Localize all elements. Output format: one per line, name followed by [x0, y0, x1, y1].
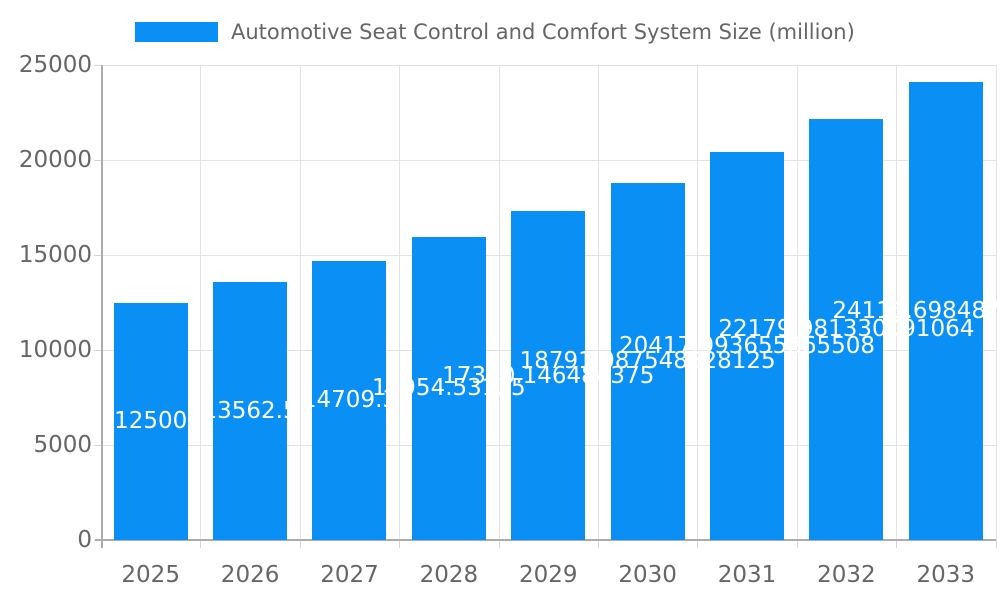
- x-tick-mark: [697, 540, 699, 548]
- x-tick-mark: [597, 540, 599, 548]
- gridline-vertical: [498, 65, 500, 540]
- x-axis-line: [95, 539, 996, 541]
- y-tick-label-20000: 20000: [18, 147, 92, 173]
- gridline-vertical: [299, 65, 301, 540]
- x-tick-mark: [796, 540, 798, 548]
- gridline-vertical: [995, 65, 997, 540]
- bar-value-label-2031: 20417.993655865508: [618, 333, 876, 360]
- legend-swatch-icon: [135, 22, 218, 42]
- gridline-vertical: [200, 65, 202, 540]
- y-tick-label-15000: 15000: [18, 242, 92, 268]
- x-tick-label-2032: 2032: [817, 562, 876, 588]
- bar-2032[interactable]: [809, 118, 884, 540]
- bar-2030[interactable]: [610, 182, 685, 540]
- gridline-vertical: [597, 65, 599, 540]
- y-tick-mark: [94, 350, 101, 351]
- bar-value-label-2026: 13562.5: [202, 398, 298, 425]
- legend-label: Automotive Seat Control and Comfort Syst…: [231, 20, 855, 44]
- y-tick-mark: [94, 65, 101, 66]
- bar-2025[interactable]: [113, 302, 188, 540]
- gridline-vertical: [697, 65, 699, 540]
- x-tick-label-2027: 2027: [320, 562, 379, 588]
- x-tick-mark: [299, 540, 301, 548]
- x-tick-label-2026: 2026: [220, 562, 280, 588]
- x-tick-label-2028: 2028: [419, 562, 479, 588]
- bar-2031[interactable]: [710, 152, 785, 540]
- bar-2027[interactable]: [312, 260, 387, 540]
- x-tick-label-2030: 2030: [618, 562, 677, 588]
- x-tick-label-2029: 2029: [518, 562, 578, 588]
- x-tick-mark: [399, 540, 401, 548]
- gridline-vertical: [399, 65, 401, 540]
- y-tick-label-10000: 10000: [18, 337, 92, 363]
- bar-value-label-2025: 12500: [114, 408, 188, 435]
- y-tick-label-5000: 5000: [33, 432, 92, 458]
- bar-value-label-2027: 14709.3: [301, 387, 398, 414]
- gridline-vertical: [896, 65, 898, 540]
- x-tick-label-2025: 2025: [121, 562, 180, 588]
- y-axis-line: [101, 65, 103, 548]
- gridline-vertical: [796, 65, 798, 540]
- bar-value-label-2033: 24116.6984875908: [832, 297, 1000, 324]
- bar-value-label-2032: 22179.981330091064: [718, 316, 975, 343]
- gridline-horizontal: [101, 65, 996, 66]
- y-tick-mark: [94, 160, 101, 161]
- bar-value-label-2029: 17310.146484375: [442, 362, 655, 389]
- y-tick-label-0: 0: [77, 527, 92, 553]
- y-tick-mark: [94, 255, 101, 256]
- x-tick-mark: [200, 540, 202, 548]
- y-tick-mark: [94, 445, 101, 446]
- bar-2033[interactable]: [908, 81, 983, 540]
- x-tick-mark: [995, 540, 997, 548]
- bar-2028[interactable]: [411, 236, 486, 540]
- x-tick-label-2033: 2033: [916, 562, 976, 588]
- bar-value-label-2030: 18791.087548828125: [519, 348, 776, 375]
- x-tick-mark: [498, 540, 500, 548]
- gridline-horizontal: [101, 160, 996, 161]
- bar-2026[interactable]: [213, 282, 288, 540]
- bar-2029[interactable]: [511, 211, 586, 540]
- chart-legend: Automotive Seat Control and Comfort Syst…: [0, 0, 1000, 55]
- bar-value-label-2028: 15954.53125: [372, 375, 526, 402]
- x-tick-label-2031: 2031: [717, 562, 777, 588]
- x-tick-mark: [896, 540, 898, 548]
- y-tick-label-25000: 25000: [18, 52, 92, 78]
